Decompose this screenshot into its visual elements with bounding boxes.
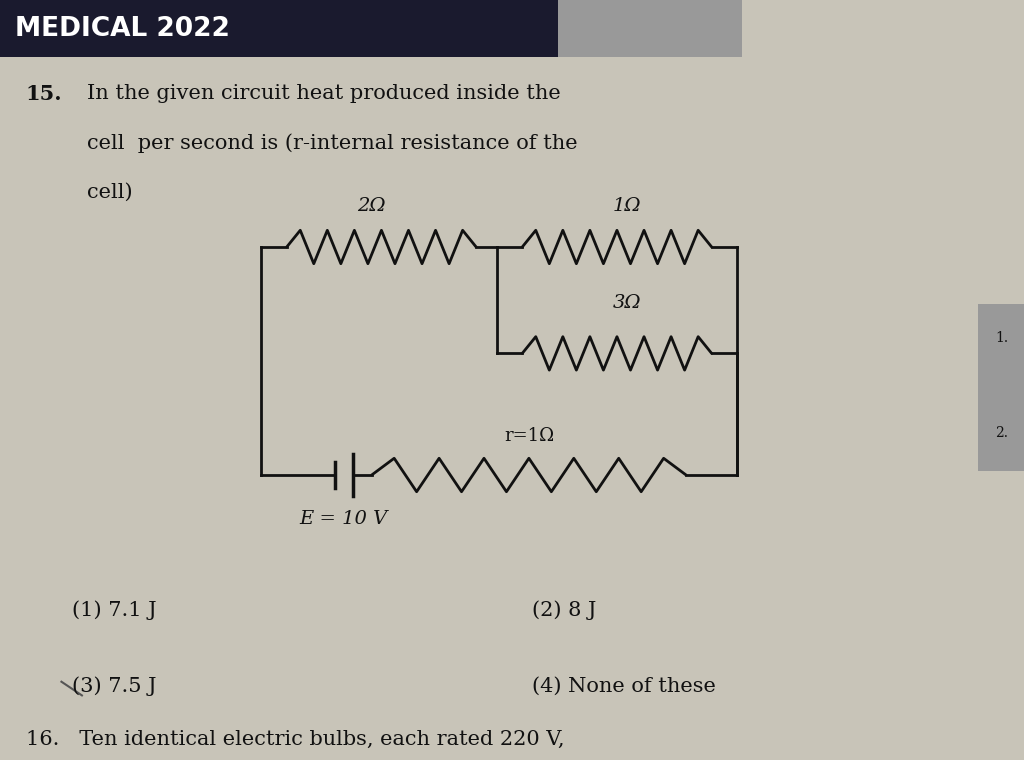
Text: (2) 8 J: (2) 8 J	[532, 600, 597, 620]
Text: 1Ω: 1Ω	[613, 198, 641, 215]
Text: cell  per second is (r-internal resistance of the: cell per second is (r-internal resistanc…	[87, 133, 578, 153]
Text: 2.: 2.	[995, 426, 1008, 440]
Text: 3Ω: 3Ω	[613, 294, 641, 312]
Bar	[978, 304, 1024, 471]
Bar	[0, 0, 558, 57]
Text: In the given circuit heat produced inside the: In the given circuit heat produced insid…	[87, 84, 561, 103]
Text: r=1Ω: r=1Ω	[504, 427, 554, 445]
Text: 2Ω: 2Ω	[357, 198, 385, 215]
Text: cell): cell)	[87, 182, 133, 201]
Text: 15.: 15.	[26, 84, 62, 103]
Text: (4) None of these: (4) None of these	[532, 676, 717, 695]
Bar	[558, 0, 742, 57]
Text: 1.: 1.	[995, 331, 1008, 345]
Text: 16.   Ten identical electric bulbs, each rated 220 V,: 16. Ten identical electric bulbs, each r…	[26, 730, 564, 749]
Text: (1) 7.1 J: (1) 7.1 J	[72, 600, 157, 620]
Text: (3) 7.5 J: (3) 7.5 J	[72, 676, 157, 696]
Text: E = 10 V: E = 10 V	[299, 511, 387, 528]
Text: MEDICAL 2022: MEDICAL 2022	[15, 15, 230, 42]
